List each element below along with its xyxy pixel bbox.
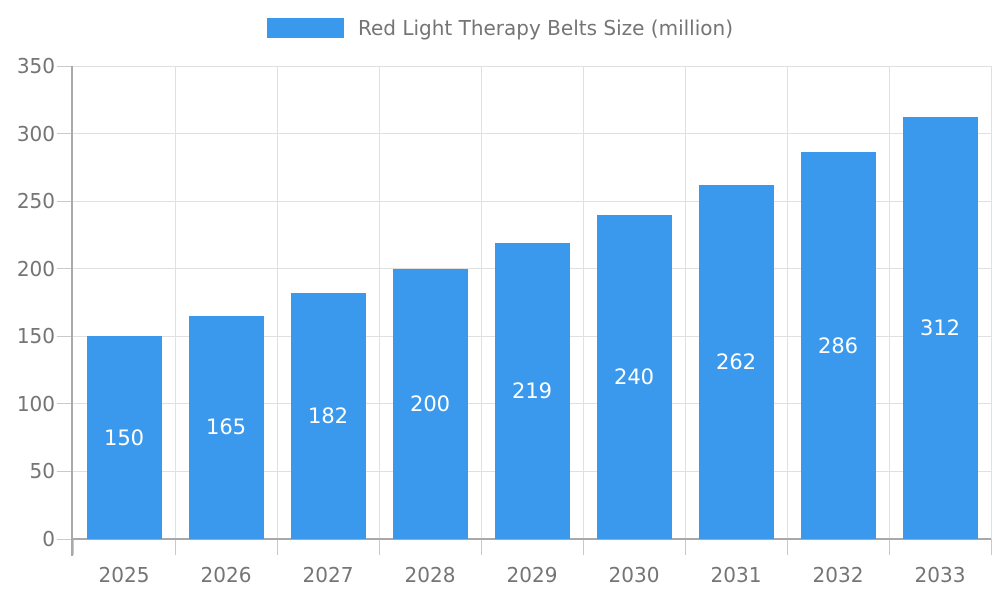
y-axis-label: 0 bbox=[42, 527, 55, 551]
x-axis-label: 2032 bbox=[812, 563, 864, 587]
bar-value-label: 165 bbox=[205, 415, 247, 440]
y-tick bbox=[57, 403, 73, 405]
bar[interactable]: 240 bbox=[596, 214, 672, 539]
y-axis-label: 150 bbox=[16, 324, 55, 349]
bar-value-label: 312 bbox=[919, 316, 961, 341]
y-tick bbox=[57, 200, 73, 202]
bar[interactable]: 312 bbox=[902, 117, 978, 539]
y-tick bbox=[57, 470, 73, 472]
x-axis-label: 2028 bbox=[404, 563, 456, 587]
y-axis-label: 250 bbox=[16, 189, 55, 214]
gridline-v bbox=[684, 66, 686, 539]
x-axis-label: 2030 bbox=[608, 563, 660, 587]
bar-value-label: 240 bbox=[613, 364, 655, 389]
y-axis-label: 200 bbox=[16, 256, 55, 281]
x-tick bbox=[582, 539, 584, 555]
bar[interactable]: 219 bbox=[494, 243, 570, 539]
y-tick bbox=[57, 335, 73, 337]
legend-swatch-icon bbox=[266, 18, 344, 38]
gridline-v bbox=[990, 66, 992, 539]
x-axis-line bbox=[73, 538, 991, 540]
gridline-v bbox=[888, 66, 890, 539]
bar-value-label: 150 bbox=[103, 425, 145, 450]
x-tick bbox=[174, 539, 176, 555]
x-tick bbox=[276, 539, 278, 555]
gridline-v bbox=[480, 66, 482, 539]
bar[interactable]: 182 bbox=[290, 293, 366, 539]
bar-value-label: 182 bbox=[307, 404, 349, 428]
gridline-v bbox=[378, 66, 380, 539]
bar-value-label: 286 bbox=[817, 333, 859, 358]
x-tick bbox=[786, 539, 788, 555]
bar[interactable]: 286 bbox=[800, 152, 876, 539]
x-axis-label: 2033 bbox=[914, 563, 966, 587]
x-axis-label: 2027 bbox=[302, 563, 354, 587]
chart-legend[interactable]: Red Light Therapy Belts Size (million) bbox=[0, 16, 1000, 40]
x-tick bbox=[72, 539, 74, 555]
y-axis-label: 50 bbox=[29, 459, 55, 484]
bar[interactable]: 262 bbox=[698, 184, 774, 539]
bar-value-label: 200 bbox=[409, 391, 451, 416]
gridline-v bbox=[582, 66, 584, 539]
x-tick bbox=[990, 539, 992, 555]
y-axis-line bbox=[71, 66, 73, 556]
legend-label: Red Light Therapy Belts Size (million) bbox=[357, 16, 734, 40]
y-tick bbox=[57, 538, 73, 540]
x-axis-label: 2031 bbox=[710, 563, 762, 587]
x-tick bbox=[888, 539, 890, 555]
x-tick bbox=[684, 539, 686, 555]
bar[interactable]: 200 bbox=[392, 268, 468, 539]
y-tick bbox=[57, 65, 73, 67]
bar[interactable]: 165 bbox=[188, 316, 264, 539]
y-axis-label: 100 bbox=[16, 391, 55, 416]
gridline-v bbox=[276, 66, 278, 539]
gridline-h bbox=[73, 65, 991, 67]
x-axis-label: 2026 bbox=[200, 563, 252, 587]
x-axis-label: 2025 bbox=[98, 563, 150, 587]
y-tick bbox=[57, 268, 73, 270]
gridline-h bbox=[73, 133, 991, 135]
x-axis-label: 2029 bbox=[506, 563, 558, 587]
y-axis-label: 300 bbox=[16, 121, 55, 146]
bar-value-label: 219 bbox=[511, 379, 553, 403]
x-tick bbox=[480, 539, 482, 555]
bar-value-label: 262 bbox=[715, 349, 757, 374]
gridline-h bbox=[73, 200, 991, 202]
x-tick bbox=[378, 539, 380, 555]
y-tick bbox=[57, 133, 73, 135]
bar[interactable]: 150 bbox=[86, 336, 162, 539]
gridline-v bbox=[786, 66, 788, 539]
gridline-v bbox=[174, 66, 176, 539]
y-axis-label: 350 bbox=[16, 54, 55, 78]
